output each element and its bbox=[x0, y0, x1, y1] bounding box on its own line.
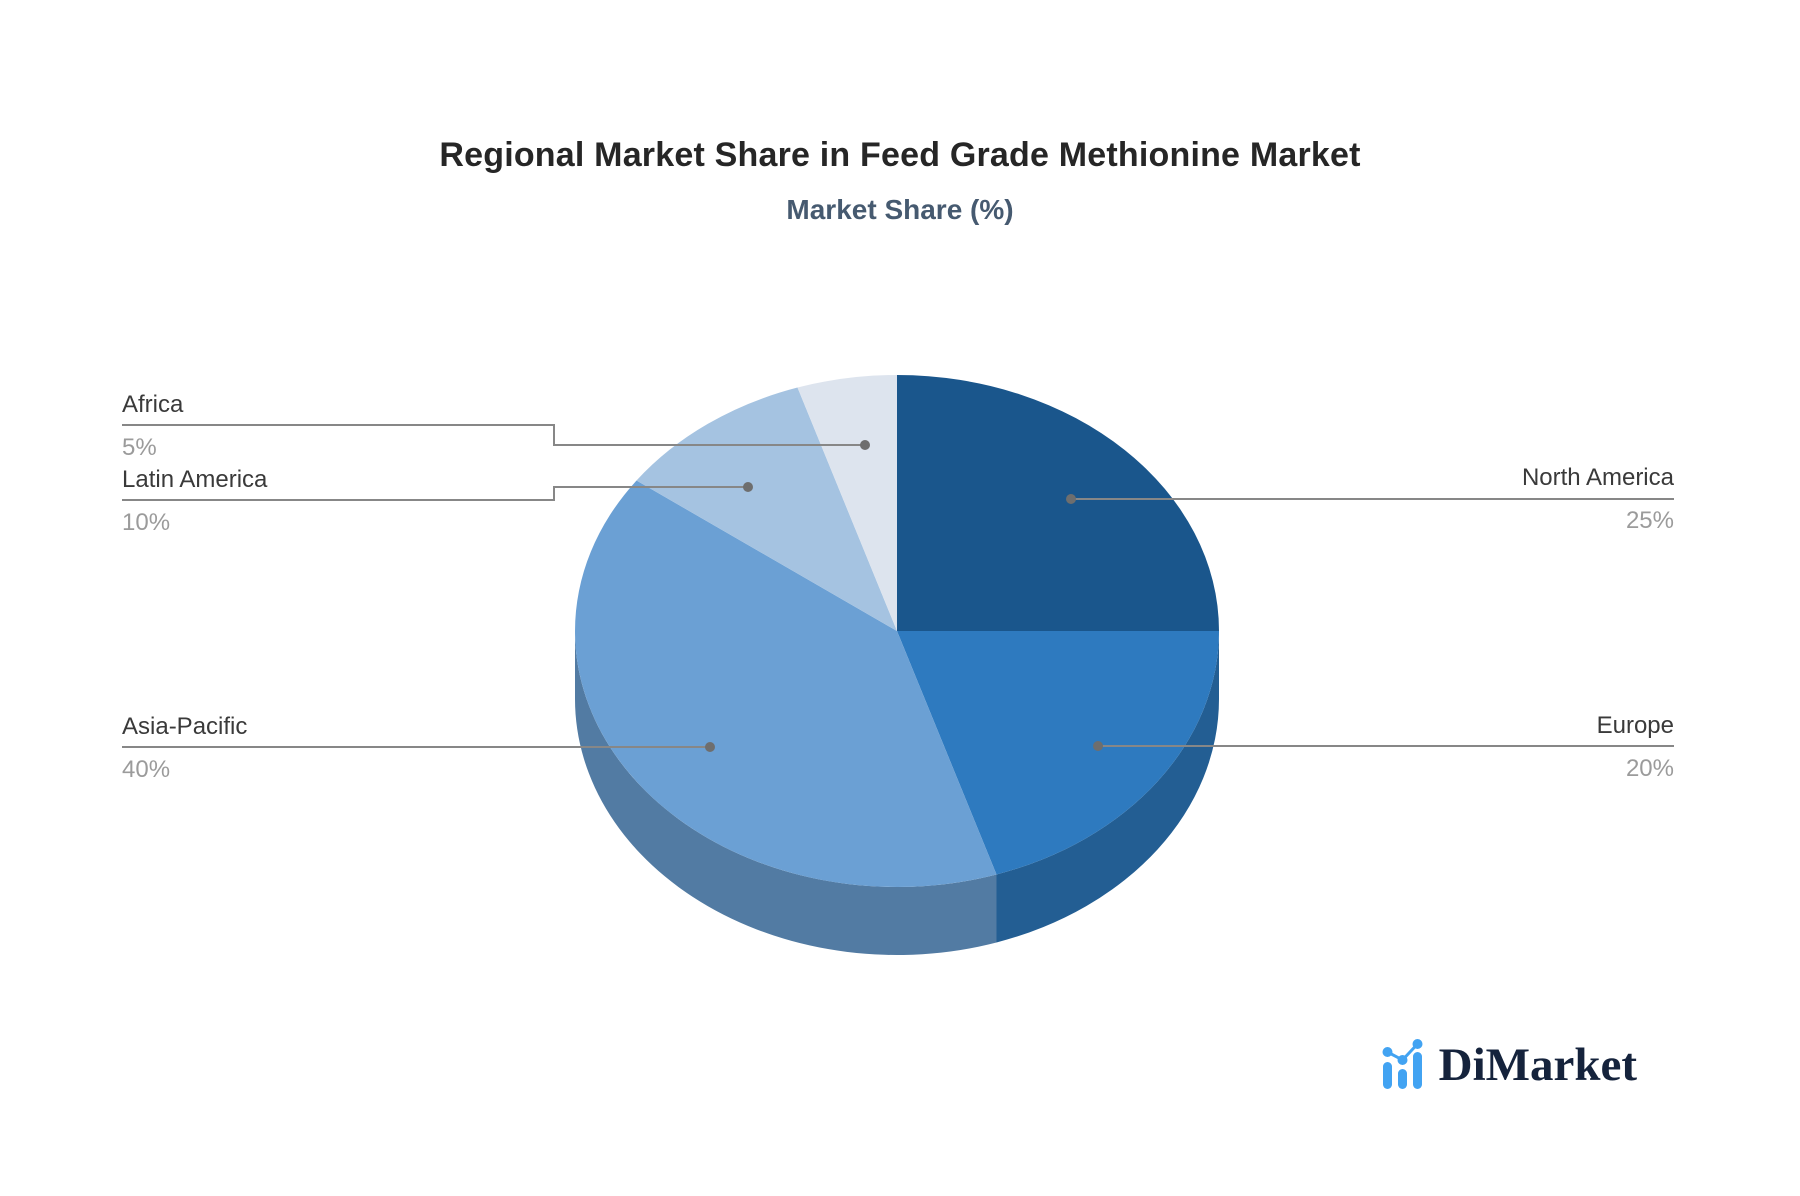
leader-dots bbox=[705, 440, 1103, 752]
pie-slice-latin-america bbox=[636, 387, 897, 631]
percent-north-america: 25% bbox=[1625, 507, 1674, 534]
dimarket-logo: DiMarket bbox=[1380, 1033, 1637, 1097]
leader-dot-north-america bbox=[1066, 494, 1076, 504]
pie-slices bbox=[575, 375, 1219, 955]
leader-dot-latin-america bbox=[743, 482, 753, 492]
percent-africa: 5% bbox=[122, 434, 157, 461]
leader-line-latin-america bbox=[122, 486, 748, 501]
chart-title: Regional Market Share in Feed Grade Meth… bbox=[439, 136, 1361, 174]
label-north-america: North America bbox=[1521, 464, 1674, 491]
leader-lines bbox=[122, 424, 1674, 748]
leader-line-africa bbox=[122, 424, 865, 446]
pie-slice-africa bbox=[797, 375, 897, 631]
percent-europe: 20% bbox=[1625, 755, 1674, 782]
pie-slice-asia-pacific bbox=[575, 480, 997, 887]
dimarket-logo-text: DiMarket bbox=[1438, 1039, 1637, 1091]
pie-slice-europe bbox=[897, 631, 1219, 875]
leader-dot-africa bbox=[860, 440, 870, 450]
percent-latin-america: 10% bbox=[122, 509, 171, 536]
chart-subtitle: Market Share (%) bbox=[786, 194, 1014, 225]
leader-dot-asia-pacific bbox=[705, 742, 715, 752]
pie-slice-rim-europe bbox=[996, 631, 1219, 943]
leader-dot-europe bbox=[1093, 741, 1103, 751]
pie-slice-north-america bbox=[897, 375, 1219, 631]
pie-slice-rim-asia-pacific bbox=[575, 631, 997, 955]
label-latin-america: Latin America bbox=[122, 466, 268, 493]
label-africa: Africa bbox=[122, 391, 184, 418]
bar-chart-trendline-icon bbox=[1382, 1039, 1423, 1089]
percent-asia-pacific: 40% bbox=[122, 756, 171, 783]
label-europe: Europe bbox=[1596, 712, 1674, 739]
label-asia-pacific: Asia-Pacific bbox=[122, 713, 248, 740]
